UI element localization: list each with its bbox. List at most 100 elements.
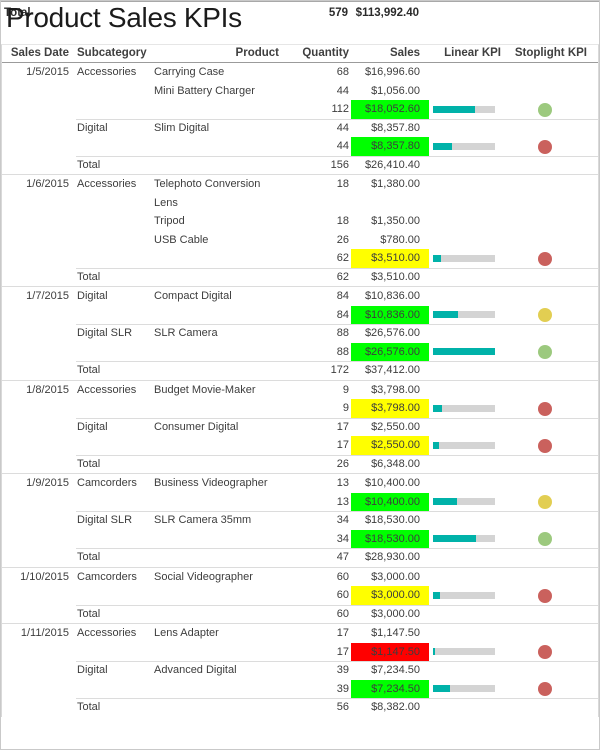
product-row: USB Cable 26 $780.00 — [2, 231, 598, 250]
subtotal-row: 17 $1,147.50 — [2, 642, 598, 662]
sales-cell: $26,576.00 — [364, 327, 420, 339]
column-header-linear-kpi: Linear KPI — [444, 47, 501, 59]
stoplight-indicator-green — [538, 532, 552, 546]
quantity-cell: 88 — [336, 345, 349, 358]
stoplight-kpi-cell — [502, 361, 598, 380]
sales-date-cell — [2, 643, 69, 662]
stoplight-kpi-cell — [502, 493, 598, 512]
linear-kpi-fill — [433, 254, 442, 262]
group-total-row: Total 47 $28,930.00 — [2, 548, 598, 567]
stoplight-kpi-cell — [502, 381, 598, 400]
sales-date-cell — [2, 137, 69, 156]
product-name: SLR Camera — [154, 327, 218, 339]
linear-kpi-bar — [433, 404, 495, 412]
sales-cell: $7,234.50 — [371, 664, 420, 676]
sales-date-cell — [2, 530, 69, 549]
quantity-cell: 47 — [336, 551, 349, 563]
sales-cell-highlight: $18,530.00 — [351, 529, 429, 548]
sales-cell: $26,410.40 — [364, 158, 420, 171]
stoplight-kpi-cell — [502, 474, 598, 493]
linear-kpi-cell — [429, 231, 502, 250]
linear-kpi-cell — [429, 624, 502, 643]
linear-kpi-cell — [429, 63, 502, 82]
linear-kpi-fill — [433, 648, 436, 656]
product-row: 1/11/2015 Accessories Lens Adapter 17 $1,147… — [2, 624, 598, 643]
quantity-cell: 26 — [336, 457, 349, 470]
quantity-cell: 17 — [336, 627, 349, 639]
product-name: Consumer Digital — [154, 420, 239, 433]
table-header-row: Sales Date Subcategory Product Quantity … — [2, 45, 598, 63]
quantity-cell: 44 — [336, 140, 349, 152]
stoplight-indicator-yellow — [538, 495, 552, 509]
column-header-subcategory: Subcategory — [77, 47, 147, 59]
product-row: Digital SLR SLR Camera 35mm 34 $18,530.00 — [2, 511, 598, 530]
grand-total-quantity: 579 — [328, 7, 348, 19]
sales-date-cell — [2, 324, 69, 343]
product-cell: Carrying Case — [152, 63, 286, 82]
column-header-sales: Sales — [389, 47, 420, 59]
linear-kpi-fill — [433, 404, 442, 412]
sales-cell-highlight: $18,052.60 — [351, 100, 429, 119]
sales-date-cell: 1/11/2015 — [20, 627, 69, 639]
quantity-cell: 84 — [336, 308, 349, 321]
linear-kpi-fill — [433, 441, 440, 449]
sales-date-cell — [2, 399, 69, 418]
product-cell — [152, 698, 286, 717]
subcategory-cell: Accessories — [77, 383, 137, 396]
sales-cell-highlight: $8,357.80 — [351, 137, 429, 156]
subcategory-cell: Digital SLR — [77, 327, 133, 339]
linear-kpi-cell — [429, 100, 502, 119]
subcategory-cell: Accessories — [77, 627, 137, 639]
quantity-cell: 44 — [336, 121, 349, 134]
linear-kpi-cell — [429, 643, 502, 662]
stoplight-indicator-red — [538, 139, 552, 154]
stoplight-kpi-cell — [502, 418, 598, 437]
product-cell: SLR Camera — [152, 324, 286, 343]
page-title: Product Sales KPIs — [6, 2, 242, 33]
product-cell — [152, 361, 286, 380]
quantity-cell: 172 — [330, 364, 349, 376]
subtotal-row: 60 $3,000.00 — [2, 586, 598, 605]
column-header-sales-date: Sales Date — [10, 47, 69, 59]
subcategory-cell — [69, 680, 152, 699]
quantity-cell: 39 — [336, 664, 349, 676]
quantity-cell: 68 — [336, 66, 349, 78]
sales-cell-highlight: $3,798.00 — [351, 399, 429, 418]
sales-date-cell — [2, 231, 69, 250]
sales-cell: $1,147.50 — [371, 627, 420, 639]
product-cell — [152, 137, 286, 156]
date-group: 1/11/2015 Accessories Lens Adapter 17 $1,147… — [2, 624, 598, 717]
stoplight-kpi-cell — [502, 624, 598, 643]
group-total-row: Total 26 $6,348.00 — [2, 454, 598, 474]
stoplight-kpi-cell — [502, 548, 598, 567]
total-label-cell: Total — [77, 607, 101, 620]
linear-kpi-cell — [429, 511, 502, 530]
linear-kpi-bar — [433, 311, 495, 319]
linear-kpi-bar — [433, 648, 495, 656]
product-cell — [152, 436, 286, 455]
sales-date-cell — [2, 605, 69, 624]
stoplight-indicator-yellow — [538, 308, 552, 322]
sales-date-cell: 1/8/2015 — [26, 383, 69, 396]
linear-kpi-fill — [433, 685, 450, 693]
product-cell — [152, 343, 286, 362]
subcategory-cell — [69, 82, 152, 101]
subtotal-row: 17 $2,550.00 — [2, 436, 598, 455]
product-cell — [152, 680, 286, 699]
sales-cell-highlight: $3,510.00 — [351, 249, 429, 268]
product-cell: Slim Digital — [152, 119, 286, 138]
quantity-cell: 17 — [336, 439, 349, 451]
subcategory-cell — [69, 212, 152, 231]
linear-kpi-cell — [429, 568, 502, 587]
total-label-cell: Total — [77, 270, 101, 283]
product-name: Carrying Case — [154, 66, 225, 78]
sales-cell: $6,348.00 — [371, 457, 420, 470]
quantity-cell: 60 — [336, 570, 349, 583]
sales-date-cell — [2, 156, 69, 175]
product-row: Tripod 18 $1,350.00 — [2, 212, 598, 231]
sales-cell-highlight: $10,400.00 — [351, 492, 429, 511]
sales-date-cell: 1/10/2015 — [20, 570, 69, 583]
product-row: Digital Consumer Digital 17 $2,550.00 — [2, 417, 598, 437]
linear-kpi-bar — [433, 535, 495, 543]
product-row: Digital Slim Digital 44 $8,357.80 — [2, 118, 598, 138]
